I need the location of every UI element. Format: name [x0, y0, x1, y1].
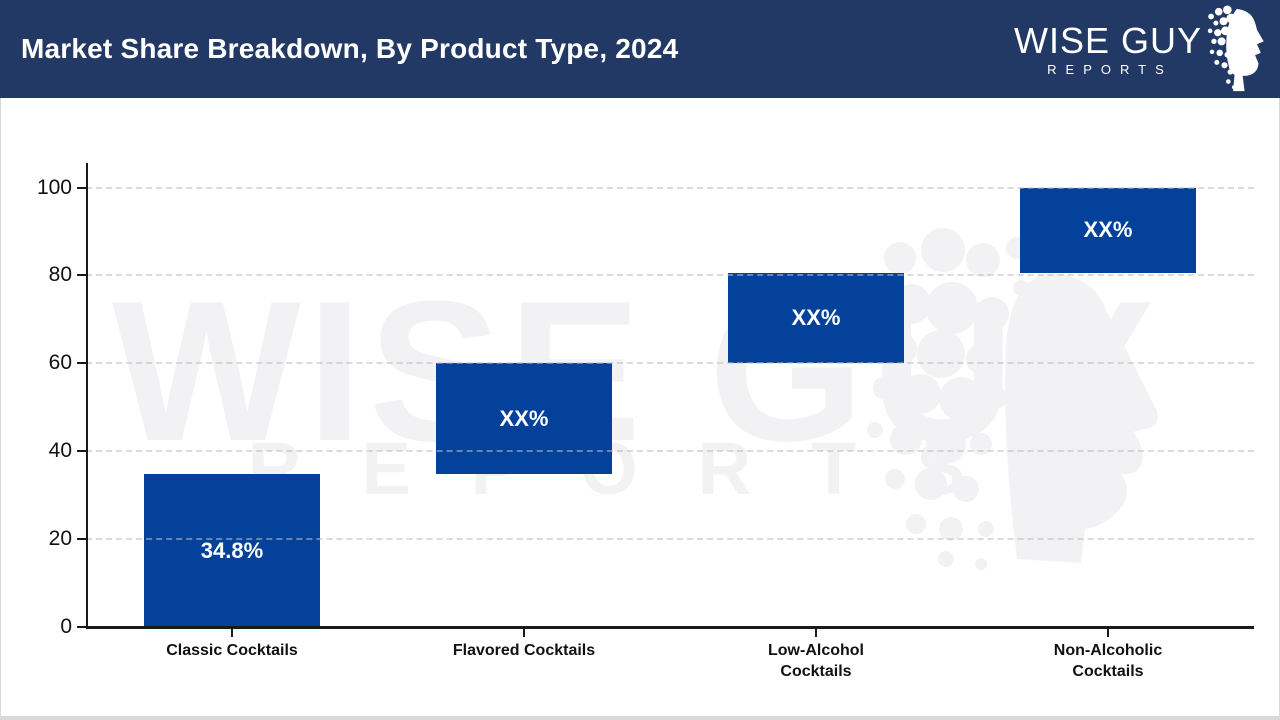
x-tick-mark: [815, 629, 817, 637]
y-tick-label: 0: [60, 615, 72, 638]
page-title: Market Share Breakdown, By Product Type,…: [21, 33, 679, 64]
bar-2: [436, 362, 612, 475]
logo-wordmark-line2: REPORTS: [1047, 61, 1173, 77]
y-tick-mark: [77, 362, 86, 365]
wiseguy-head-icon: [1207, 5, 1264, 92]
x-tick-mark: [523, 629, 525, 637]
y-axis-line: [86, 163, 88, 629]
logo-wordmark: WISE GUY REPORTS: [1013, 19, 1202, 77]
gridline-80: [86, 274, 1254, 277]
gridline-60: [86, 362, 1254, 365]
y-tick-mark: [77, 538, 86, 541]
y-tick-label: 80: [48, 263, 72, 287]
left-border: [0, 98, 1, 720]
x-tick-label: Classic Cocktails: [166, 642, 298, 659]
x-axis-line: [86, 626, 1254, 629]
y-tick-mark: [77, 626, 86, 628]
x-tick-mark: [231, 629, 233, 637]
bar-value-label: XX%: [1083, 217, 1133, 243]
gridline-40: [86, 450, 1254, 453]
y-tick-label: 40: [48, 439, 72, 463]
bar-4: [1020, 187, 1196, 274]
x-tick-label: Flavored Cocktails: [452, 642, 596, 659]
gridline-100: [86, 186, 1254, 189]
x-tick-mark: [1107, 629, 1109, 637]
y-tick-label: 60: [48, 351, 72, 375]
watermark-head-icon: [862, 228, 1158, 570]
brand-logo: WISE GUY REPORTS: [1014, 5, 1280, 93]
y-tick-label: 100: [36, 175, 72, 199]
bar-1: [144, 474, 320, 627]
bar-3: [728, 273, 904, 363]
header-bar: Market Share Breakdown, By Product Type,…: [0, 0, 1280, 98]
y-tick-mark: [77, 186, 86, 189]
x-tick-label: Low-Alcohol Cocktails: [768, 642, 864, 680]
bar-value-label: XX%: [791, 305, 841, 331]
footer-strip: [0, 716, 1280, 720]
y-tick-mark: [77, 274, 86, 277]
bar-value-label: XX%: [499, 405, 549, 431]
logo-wordmark-line1: WISE GUY: [1013, 19, 1202, 61]
bar-value-label: 34.8%: [200, 537, 264, 563]
x-tick-label: Non-Alcoholic Cocktails: [1053, 642, 1163, 680]
y-tick-mark: [77, 450, 86, 453]
gridline-20: [86, 538, 1254, 541]
y-tick-label: 20: [48, 527, 72, 551]
